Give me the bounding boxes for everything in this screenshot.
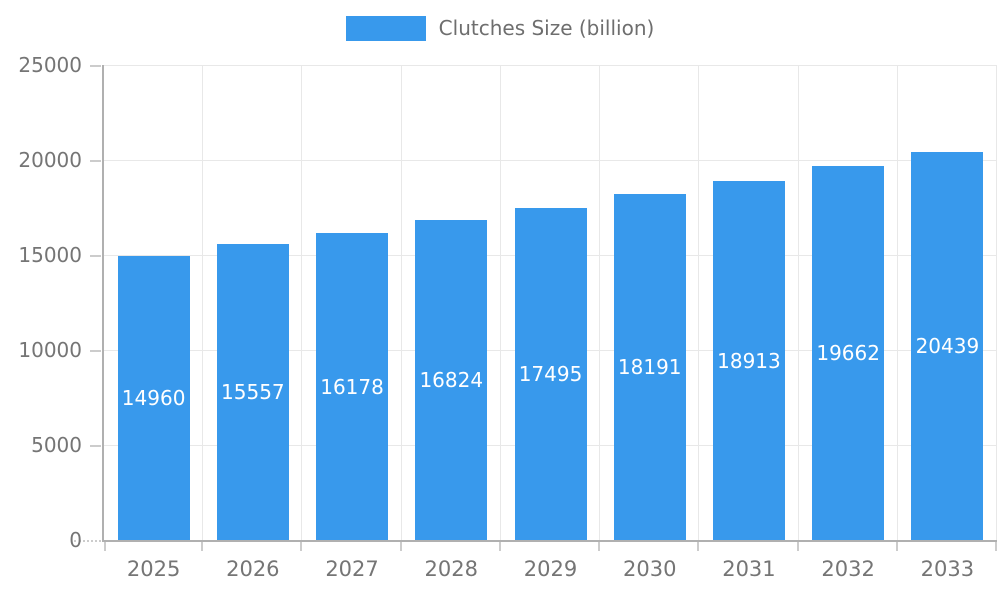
x-tick-label: 2027 [325,557,379,581]
bar[interactable]: 18191 [613,194,686,540]
bar-value-label: 16178 [320,374,384,399]
bar-value-label: 14960 [121,386,186,410]
x-tick-label: 2028 [424,557,478,581]
y-tick-label: 0 [69,528,82,552]
bar-value-label: 18191 [617,355,682,379]
bar-value-label: 20439 [915,334,980,358]
y-tick [90,255,101,257]
x-tick [895,542,898,551]
y-tick [90,65,101,67]
bar[interactable]: 16824 [415,220,488,540]
y-tick [90,160,101,162]
x-grid-line [896,65,898,540]
x-tick [498,542,501,551]
x-tick-label: 2032 [821,557,875,581]
legend[interactable]: Clutches Size (billion) [0,16,1000,41]
bar-value-label: 15557 [221,380,285,404]
x-grid-line [698,65,700,540]
plot-area: 0 5000 10000 15000 20000 25000 2025 2026 2027 202… [18,53,997,581]
x-tick-label: 2025 [126,557,181,581]
bar-value-label: 16824 [419,368,484,392]
legend-label: Clutches Size (billion) [438,16,655,40]
y-tick [90,350,101,352]
bar[interactable]: 20439 [911,152,984,540]
x-tick-label: 2029 [523,557,578,581]
x-tick-label: 2030 [622,557,677,581]
bar[interactable]: 16178 [316,233,389,540]
y-tick-label: 10000 [18,338,82,362]
x-grid-line [400,65,402,540]
x-grid-line [599,65,601,540]
x-grid-line [797,65,799,540]
x-tick [201,542,204,551]
x-grid-line [996,65,997,540]
x-tick [995,542,997,551]
x-tick-label: 2026 [226,557,280,581]
y-tick-label: 5000 [31,433,82,457]
x-tick [796,542,799,551]
x-grid-line [301,65,303,540]
bar[interactable]: 17495 [514,208,587,540]
legend-swatch [345,16,426,41]
x-tick [104,542,106,551]
x-grid-line [202,65,204,540]
bar-value-label: 17495 [518,362,583,386]
y-grid-line [104,160,997,161]
x-tick [598,542,601,551]
x-tick [697,542,700,551]
y-tick-label: 15000 [18,243,82,267]
y-tick [90,445,101,447]
x-tick-label: 2031 [722,557,776,581]
y-zero-tick [74,540,101,542]
bar[interactable]: 14960 [117,256,190,540]
x-tick [300,542,303,551]
bar[interactable]: 18913 [712,181,785,540]
bar-value-label: 19662 [816,341,880,365]
x-tick-label: 2033 [920,557,975,581]
y-tick-label: 20000 [18,148,82,172]
y-grid-line [104,65,997,66]
x-grid-line [499,65,501,540]
y-tick-label: 25000 [18,53,82,77]
bar[interactable]: 19662 [812,166,885,540]
bar[interactable]: 15557 [216,244,289,540]
bar-value-label: 18913 [717,348,781,373]
x-tick [399,542,402,551]
